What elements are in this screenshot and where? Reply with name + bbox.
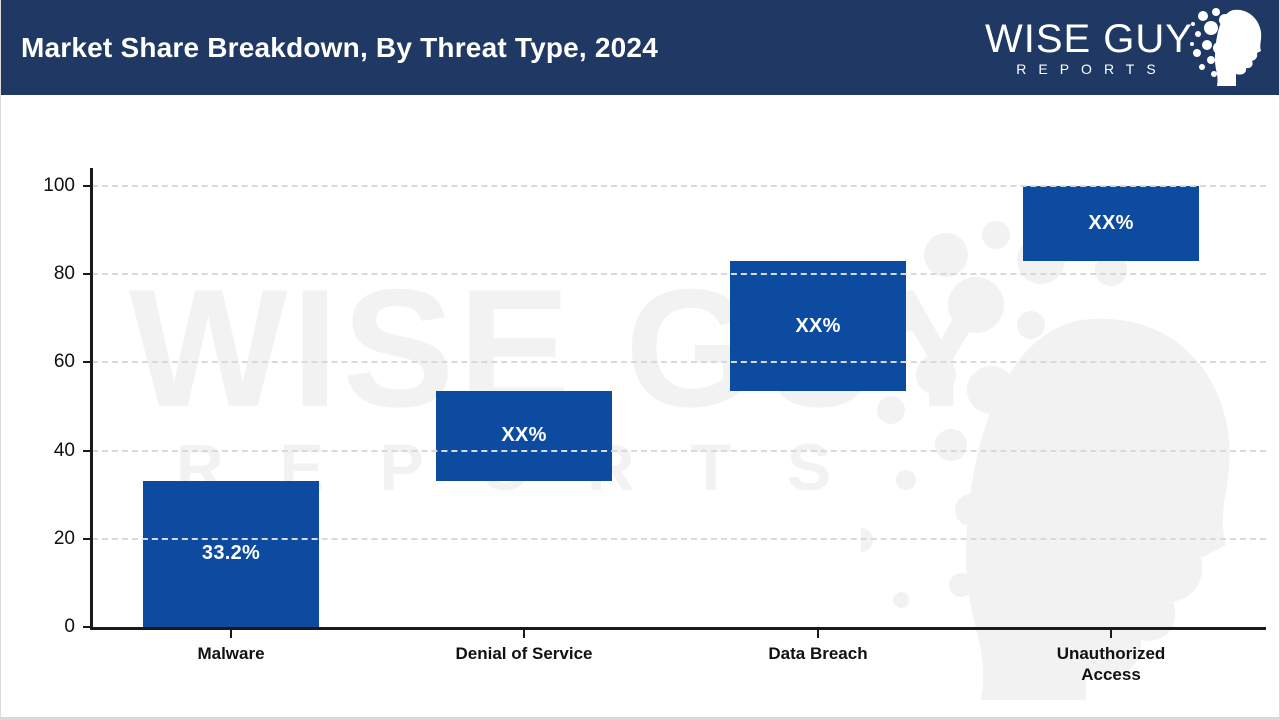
x-tick-3	[1110, 629, 1112, 638]
y-tick-label-60: 60	[53, 351, 75, 373]
header-bar: Market Share Breakdown, By Threat Type, …	[1, 0, 1279, 95]
x-category-label: Data Breach	[768, 644, 868, 663]
bar-value-label: XX%	[501, 424, 547, 447]
brand-logo-text: WISE GUY REPORTS	[985, 19, 1193, 77]
bar-unauthorized-access: XX%	[1023, 186, 1199, 261]
y-tick-40	[83, 449, 91, 452]
y-tick-0	[83, 626, 91, 628]
bar-denial-of-service: XX%	[436, 391, 612, 481]
x-tick-1	[523, 629, 525, 638]
bar-value-label: XX%	[795, 314, 841, 337]
y-tick-label-80: 80	[53, 263, 75, 285]
y-tick-label-0: 0	[64, 616, 75, 637]
x-category-label: Denial of Service	[455, 644, 593, 663]
gridline-100	[92, 185, 1266, 187]
y-tick-label-40: 40	[53, 439, 75, 461]
page-title: Market Share Breakdown, By Threat Type, …	[21, 31, 658, 63]
brand-logo: WISE GUY REPORTS	[985, 0, 1267, 95]
y-tick-60	[83, 361, 91, 364]
gridline-80	[92, 273, 1266, 276]
face-profile-icon	[1189, 4, 1267, 91]
bar-value-label: 33.2%	[201, 542, 261, 565]
x-tick-2	[817, 629, 819, 638]
x-category-label: Malware	[197, 644, 265, 663]
x-category-label: Unauthorized Access	[1056, 644, 1166, 684]
y-axis-line	[90, 168, 93, 629]
y-tick-100	[83, 185, 91, 187]
y-tick-20	[83, 537, 91, 540]
y-tick-80	[83, 273, 91, 276]
gridline-40	[92, 449, 1266, 452]
bar-malware: 33.2%	[143, 480, 319, 627]
brand-subname: REPORTS	[1016, 60, 1168, 77]
x-axis-line	[90, 627, 1266, 630]
bar-value-label: XX%	[1088, 211, 1134, 234]
y-tick-label-100: 100	[43, 175, 75, 196]
y-tick-label-20: 20	[53, 527, 75, 549]
gridline-60	[92, 361, 1266, 364]
gridline-20	[92, 537, 1266, 540]
plot-area: 0 20 40 60 80 100 33.2% XX% XX% XX% Malware Denial …	[1, 95, 1279, 717]
x-tick-0	[230, 629, 232, 638]
brand-name: WISE GUY	[984, 16, 1193, 61]
bar-data-breach: XX%	[730, 260, 906, 392]
